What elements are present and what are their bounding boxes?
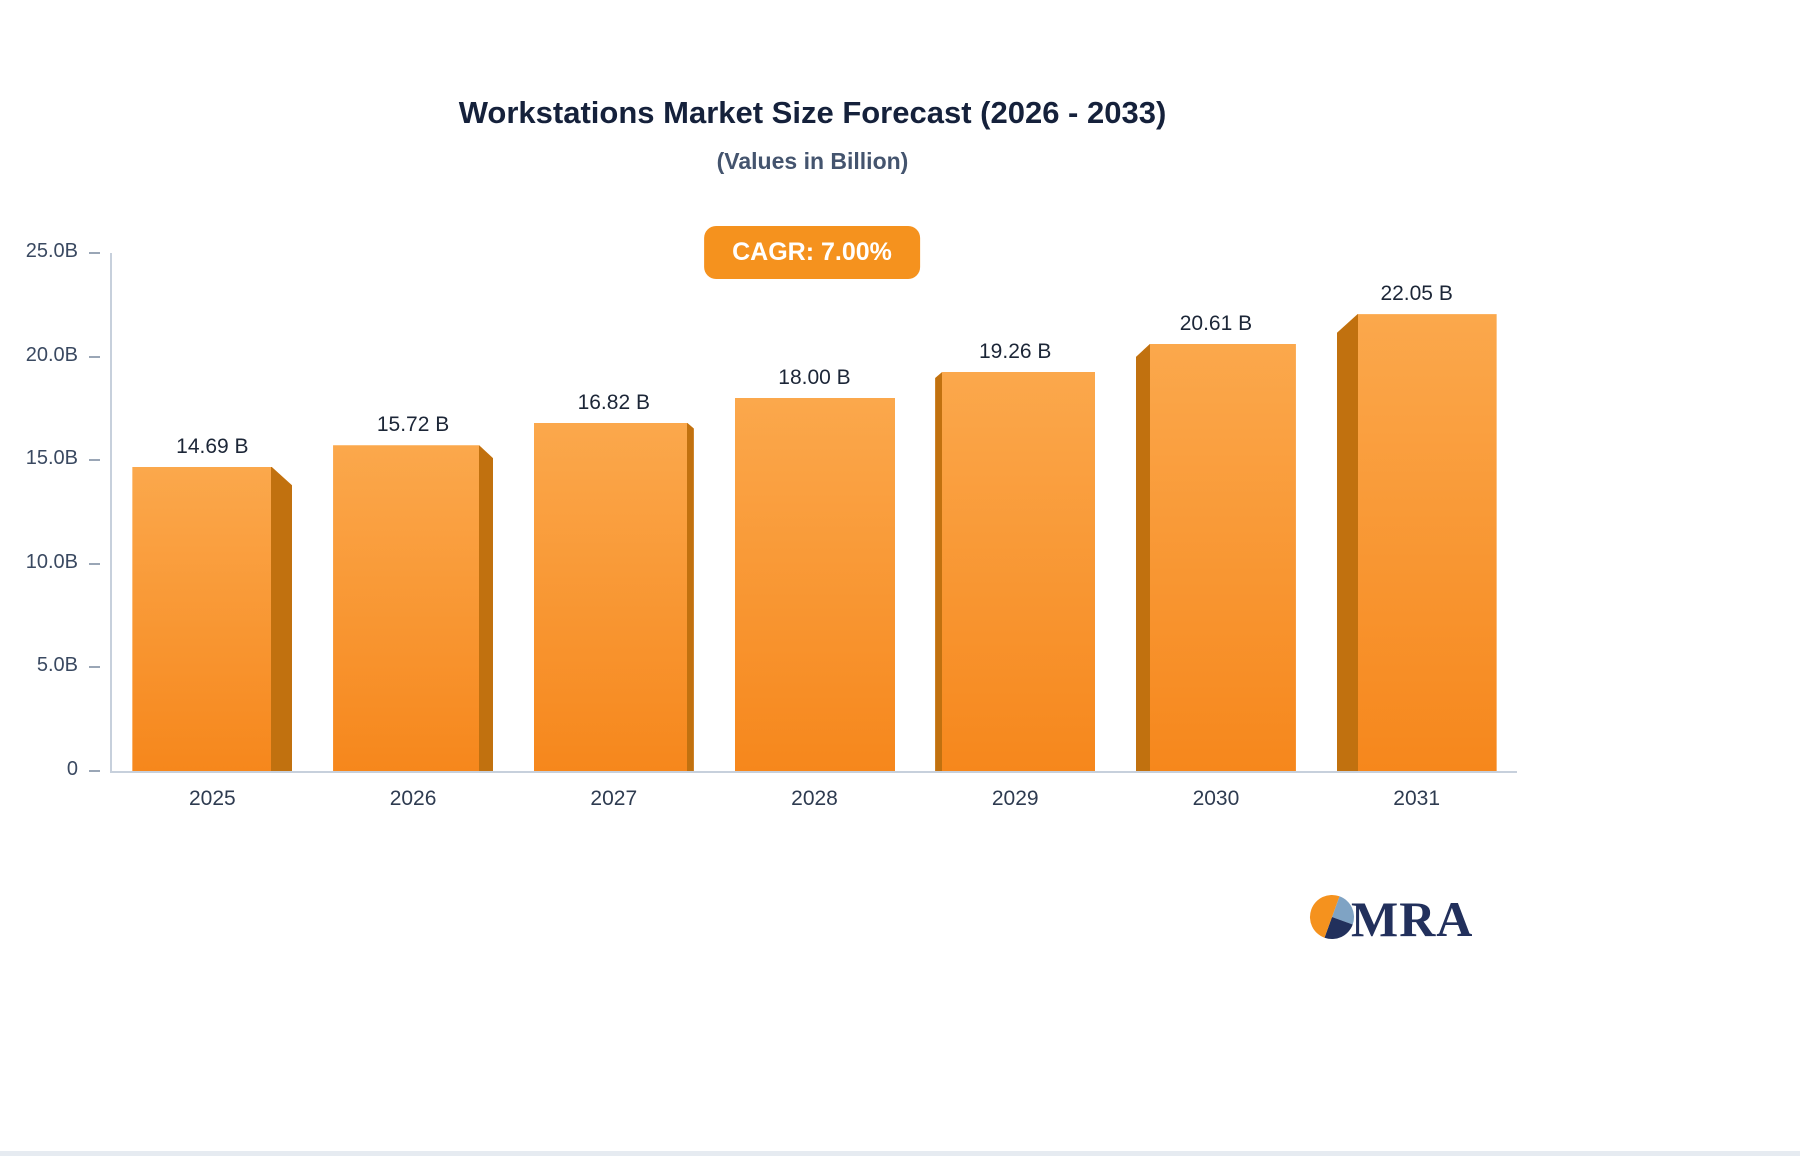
pie-chart-icon xyxy=(1308,893,1356,946)
x-axis-label: 2030 xyxy=(1192,787,1240,810)
y-axis-tick-label: 20.0B xyxy=(25,343,78,366)
y-axis-tick-mark xyxy=(89,770,100,772)
bar-2025 xyxy=(132,466,293,771)
x-axis-label: 2028 xyxy=(791,787,838,810)
bar-value-label: 15.72 B xyxy=(376,413,450,437)
bar-2027 xyxy=(533,422,694,771)
y-axis-tick-mark xyxy=(89,459,100,462)
bar-value-label: 20.61 B xyxy=(1179,311,1253,335)
bar-value-label: 14.69 B xyxy=(176,434,249,458)
y-axis-tick-mark xyxy=(89,666,100,669)
x-axis-label: 2025 xyxy=(188,787,236,810)
chart-subtitle: (Values in Billion) xyxy=(716,148,909,174)
bar-2028 xyxy=(734,398,895,771)
logo-text: MRA xyxy=(1351,891,1474,947)
x-axis-label: 2026 xyxy=(389,787,437,810)
bar-value-label: 22.05 B xyxy=(1380,282,1453,306)
bar-2031 xyxy=(1336,314,1497,771)
y-axis-tick-mark xyxy=(89,252,100,254)
chart-title: Workstations Market Size Forecast (2026 … xyxy=(458,95,1167,130)
bar-2029 xyxy=(935,371,1096,771)
y-axis-tick-mark xyxy=(89,355,100,358)
y-axis-tick-label: 15.0B xyxy=(25,447,78,470)
x-axis-label: 2031 xyxy=(1393,787,1440,810)
bar-value-label: 19.26 B xyxy=(979,339,1052,363)
y-axis-tick-mark xyxy=(89,562,100,565)
bar-2026 xyxy=(333,445,494,771)
x-axis-label: 2029 xyxy=(991,787,1039,810)
cagr-badge: CAGR: 7.00% xyxy=(704,226,920,279)
y-axis-tick-label: 0 xyxy=(66,758,78,780)
bottom-edge xyxy=(0,1151,1800,1156)
x-axis-label: 2027 xyxy=(590,787,638,810)
bar-value-label: 18.00 B xyxy=(778,366,851,390)
y-axis-tick-label: 10.0B xyxy=(25,550,78,573)
bar-value-label: 16.82 B xyxy=(577,390,650,414)
y-axis-tick-label: 25.0B xyxy=(25,240,78,262)
y-axis-tick-label: 5.0B xyxy=(36,654,78,677)
plot-area: 0 5.0B 10.0B 15.0B 20.0B 25.0B 14.69 B 2025 15.7… xyxy=(26,240,1517,810)
logo: MRA xyxy=(1308,890,1473,948)
bar-2030 xyxy=(1135,343,1296,771)
